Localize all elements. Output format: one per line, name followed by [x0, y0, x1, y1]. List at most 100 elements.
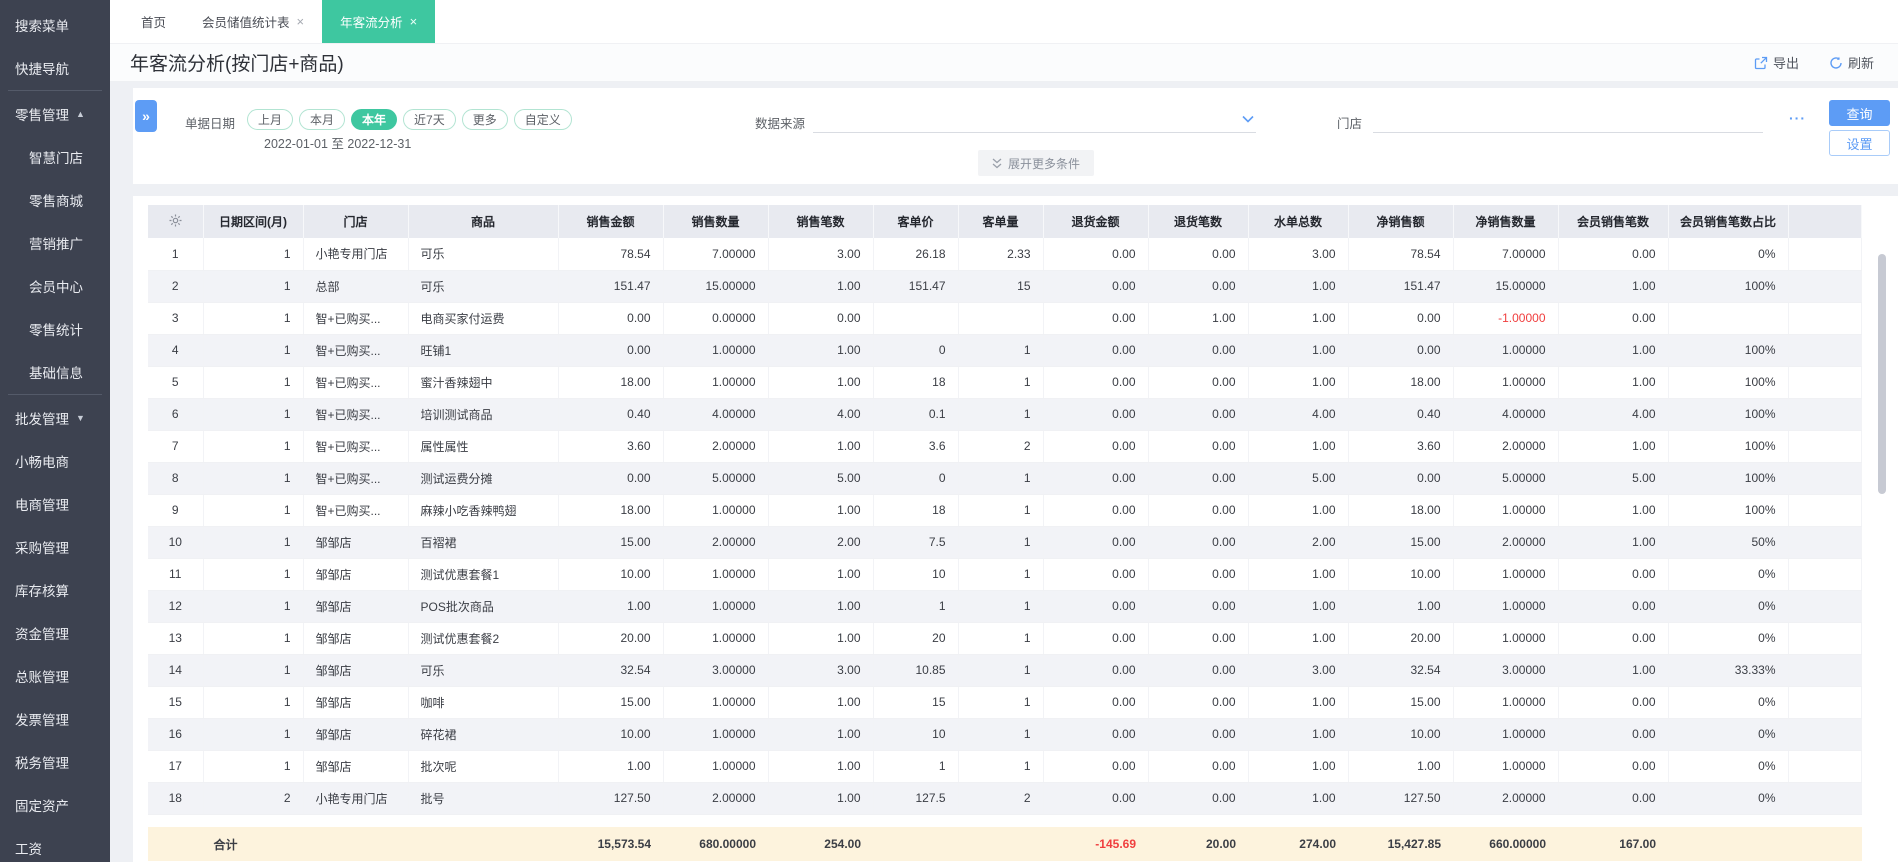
sidebar-item-零售统计[interactable]: 零售统计 — [0, 307, 110, 350]
table-row[interactable]: 11 1 邹邹店 测试优惠套餐1 10.00 1.00000 1.00 10 1 0.00 0.00… — [148, 558, 1862, 591]
table-cell: 1 — [203, 238, 304, 271]
table-row[interactable]: 5 1 智+已购买... 蜜汁香辣翅中 18.00 1.00000 1.00 18 1 0.00 0… — [148, 366, 1862, 399]
query-button[interactable]: 查询 — [1829, 100, 1890, 126]
sidebar-item-会员中心[interactable]: 会员中心 — [0, 264, 110, 307]
column-header-净销售数量[interactable]: 净销售数量 — [1453, 205, 1559, 238]
table-cell-filler — [1788, 590, 1862, 623]
table-row[interactable]: 18 2 小艳专用门店 批号 127.50 2.00000 1.00 127.5 2 0.00 0.… — [148, 782, 1862, 815]
totals-label: 合计 — [148, 827, 303, 861]
column-header-销售数量[interactable]: 销售数量 — [663, 205, 769, 238]
sidebar-item-零售商城[interactable]: 零售商城 — [0, 178, 110, 221]
date-pill-本年[interactable]: 本年 — [351, 109, 398, 130]
column-settings-header[interactable] — [148, 205, 204, 238]
date-pill-更多[interactable]: 更多 — [461, 109, 508, 130]
column-header-销售笔数[interactable]: 销售笔数 — [768, 205, 874, 238]
table-cell: -1.00000 — [1453, 302, 1559, 335]
table-cell: 0.00 — [1043, 558, 1149, 591]
date-pill-近7天[interactable]: 近7天 — [403, 109, 456, 130]
sidebar-item-基础信息[interactable]: 基础信息 — [0, 350, 110, 393]
table-row[interactable]: 17 1 邹邹店 批次呢 1.00 1.00000 1.00 1 1 0.00 0.00 1.00 1.… — [148, 750, 1862, 783]
column-header-退货笔数[interactable]: 退货笔数 — [1148, 205, 1249, 238]
table-row[interactable]: 7 1 智+已购买... 属性属性 3.60 2.00000 1.00 3.6 2 0.00 0.0… — [148, 430, 1862, 463]
table-row[interactable]: 16 1 邹邹店 碎花裙 10.00 1.00000 1.00 10 1 0.00 0.00 1.00… — [148, 718, 1862, 751]
table-cell-filler — [1788, 686, 1862, 719]
date-pill-上月[interactable]: 上月 — [247, 109, 294, 130]
sidebar-item-搜索菜单[interactable]: 搜索菜单 — [0, 3, 110, 46]
table-row[interactable]: 14 1 邹邹店 可乐 32.54 3.00000 3.00 10.85 1 0.00 0.00 3.… — [148, 654, 1862, 687]
table-row[interactable]: 9 1 智+已购买... 麻辣小吃香辣鸭翅 18.00 1.00000 1.00 18 1 0.0… — [148, 494, 1862, 527]
refresh-button[interactable]: 刷新 — [1829, 53, 1874, 72]
tab-close-icon[interactable]: × — [296, 14, 305, 29]
column-header-商品[interactable]: 商品 — [408, 205, 559, 238]
date-pill-本月[interactable]: 本月 — [299, 109, 346, 130]
table-row[interactable]: 2 1 总部 可乐 151.47 15.00000 1.00 151.47 15 0.00 0.00… — [148, 270, 1862, 303]
sidebar-item-资金管理[interactable]: 资金管理 — [0, 611, 110, 654]
column-header-退货金额[interactable]: 退货金额 — [1043, 205, 1149, 238]
tab-close-icon[interactable]: × — [409, 14, 418, 29]
sidebar-item-快捷导航[interactable]: 快捷导航 — [0, 46, 110, 89]
sidebar-item-label: 智慧门店 — [29, 150, 83, 166]
sidebar-item-批发管理[interactable]: 批发管理 ▼ — [0, 396, 110, 439]
date-pill-自定义[interactable]: 自定义 — [513, 109, 572, 130]
column-header-客单价[interactable]: 客单价 — [873, 205, 959, 238]
column-header-门店[interactable]: 门店 — [303, 205, 409, 238]
column-header-客单量[interactable]: 客单量 — [958, 205, 1044, 238]
sidebar-item-电商管理[interactable]: 电商管理 — [0, 482, 110, 525]
table-row[interactable]: 6 1 智+已购买... 培训测试商品 0.40 4.00000 4.00 0.1 1 0.00 0… — [148, 398, 1862, 431]
table-row[interactable]: 1 1 小艳专用门店 可乐 78.54 7.00000 3.00 26.18 2.33 0.00 0… — [148, 238, 1862, 271]
table-cell: 4.00 — [1248, 398, 1349, 431]
tab-label: 会员储值统计表 — [202, 16, 290, 30]
table-cell: 0% — [1668, 718, 1789, 751]
sidebar-item-label: 税务管理 — [15, 755, 69, 771]
sidebar-item-固定资产[interactable]: 固定资产 — [0, 783, 110, 826]
sidebar-item-库存核算[interactable]: 库存核算 — [0, 568, 110, 611]
sidebar-item-总账管理[interactable]: 总账管理 — [0, 654, 110, 697]
expand-more-conditions-button[interactable]: 展开更多条件 — [978, 150, 1095, 176]
sidebar-item-零售管理[interactable]: 零售管理 ▲ — [0, 92, 110, 135]
settings-button[interactable]: 设置 — [1829, 130, 1890, 156]
more-options-dots[interactable]: ··· — [1789, 110, 1806, 126]
sidebar-item-小畅电商[interactable]: 小畅电商 — [0, 439, 110, 482]
date-filter-label: 单据日期 — [185, 117, 236, 131]
table-footer: 合计 15,573.54 680.00000 254.00 -145.69 20.00 27… — [148, 814, 1862, 861]
table-cell: 151.47 — [1348, 270, 1454, 303]
table-row[interactable]: 3 1 智+已购买... 电商买家付运费 0.00 0.00000 0.00 0.00 1.00… — [148, 302, 1862, 335]
table-cell: 智+已购买... — [303, 334, 409, 367]
sidebar-item-发票管理[interactable]: 发票管理 — [0, 697, 110, 740]
table-cell-filler — [1788, 430, 1862, 463]
column-header-会员销售笔数[interactable]: 会员销售笔数 — [1558, 205, 1669, 238]
table-cell: 智+已购买... — [303, 494, 409, 527]
table-cell: 1.00 — [1248, 590, 1349, 623]
table-row[interactable]: 10 1 邹邹店 百褶裙 15.00 2.00000 2.00 7.5 1 0.00 0.00 2.0… — [148, 526, 1862, 559]
datasource-select[interactable] — [813, 113, 1256, 133]
sidebar-item-营销推广[interactable]: 营销推广 — [0, 221, 110, 264]
column-header-净销售额[interactable]: 净销售额 — [1348, 205, 1454, 238]
tab-年客流分析[interactable]: 年客流分析 × — [322, 0, 436, 43]
sidebar-item-税务管理[interactable]: 税务管理 — [0, 740, 110, 783]
table-cell: 1.00 — [1558, 526, 1669, 559]
table-row[interactable]: 4 1 智+已购买... 旺铺1 0.00 1.00000 1.00 0 1 0.00 0.00 1.… — [148, 334, 1862, 367]
table-row[interactable]: 13 1 邹邹店 测试优惠套餐2 20.00 1.00000 1.00 20 1 0.00 0.00… — [148, 622, 1862, 655]
column-header-日期区间(月)[interactable]: 日期区间(月) — [203, 205, 304, 238]
totals-cell: 167.00 — [1558, 827, 1668, 861]
table-row[interactable]: 12 1 邹邹店 POS批次商品 1.00 1.00000 1.00 1 1 0.00 0.00 1.… — [148, 590, 1862, 623]
table-cell: 1 — [203, 654, 304, 687]
tab-会员储值统计表[interactable]: 会员储值统计表 × — [184, 0, 322, 43]
table-cell: 100% — [1668, 430, 1789, 463]
collapse-panel-button[interactable]: » — [135, 100, 157, 132]
store-input[interactable] — [1373, 113, 1763, 133]
table-cell: 20.00 — [1348, 622, 1454, 655]
column-header-水单总数[interactable]: 水单总数 — [1248, 205, 1349, 238]
sidebar-item-智慧门店[interactable]: 智慧门店 — [0, 135, 110, 178]
export-button[interactable]: 导出 — [1754, 53, 1799, 72]
table-cell: 1.00000 — [663, 686, 769, 719]
table-row[interactable]: 8 1 智+已购买... 测试运费分摊 0.00 5.00000 5.00 0 1 0.00 0.0… — [148, 462, 1862, 495]
table-row[interactable]: 15 1 邹邹店 咖啡 15.00 1.00000 1.00 15 1 0.00 0.00 1.00 1… — [148, 686, 1862, 719]
sidebar-item-工资[interactable]: 工资 — [0, 826, 110, 862]
column-header-销售金额[interactable]: 销售金额 — [558, 205, 664, 238]
sidebar-item-采购管理[interactable]: 采购管理 — [0, 525, 110, 568]
totals-cell — [303, 827, 408, 861]
column-header-会员销售笔数占比[interactable]: 会员销售笔数占比 — [1668, 205, 1789, 238]
scrollbar-thumb[interactable] — [1878, 254, 1886, 494]
tab-首页[interactable]: 首页 — [123, 0, 184, 43]
